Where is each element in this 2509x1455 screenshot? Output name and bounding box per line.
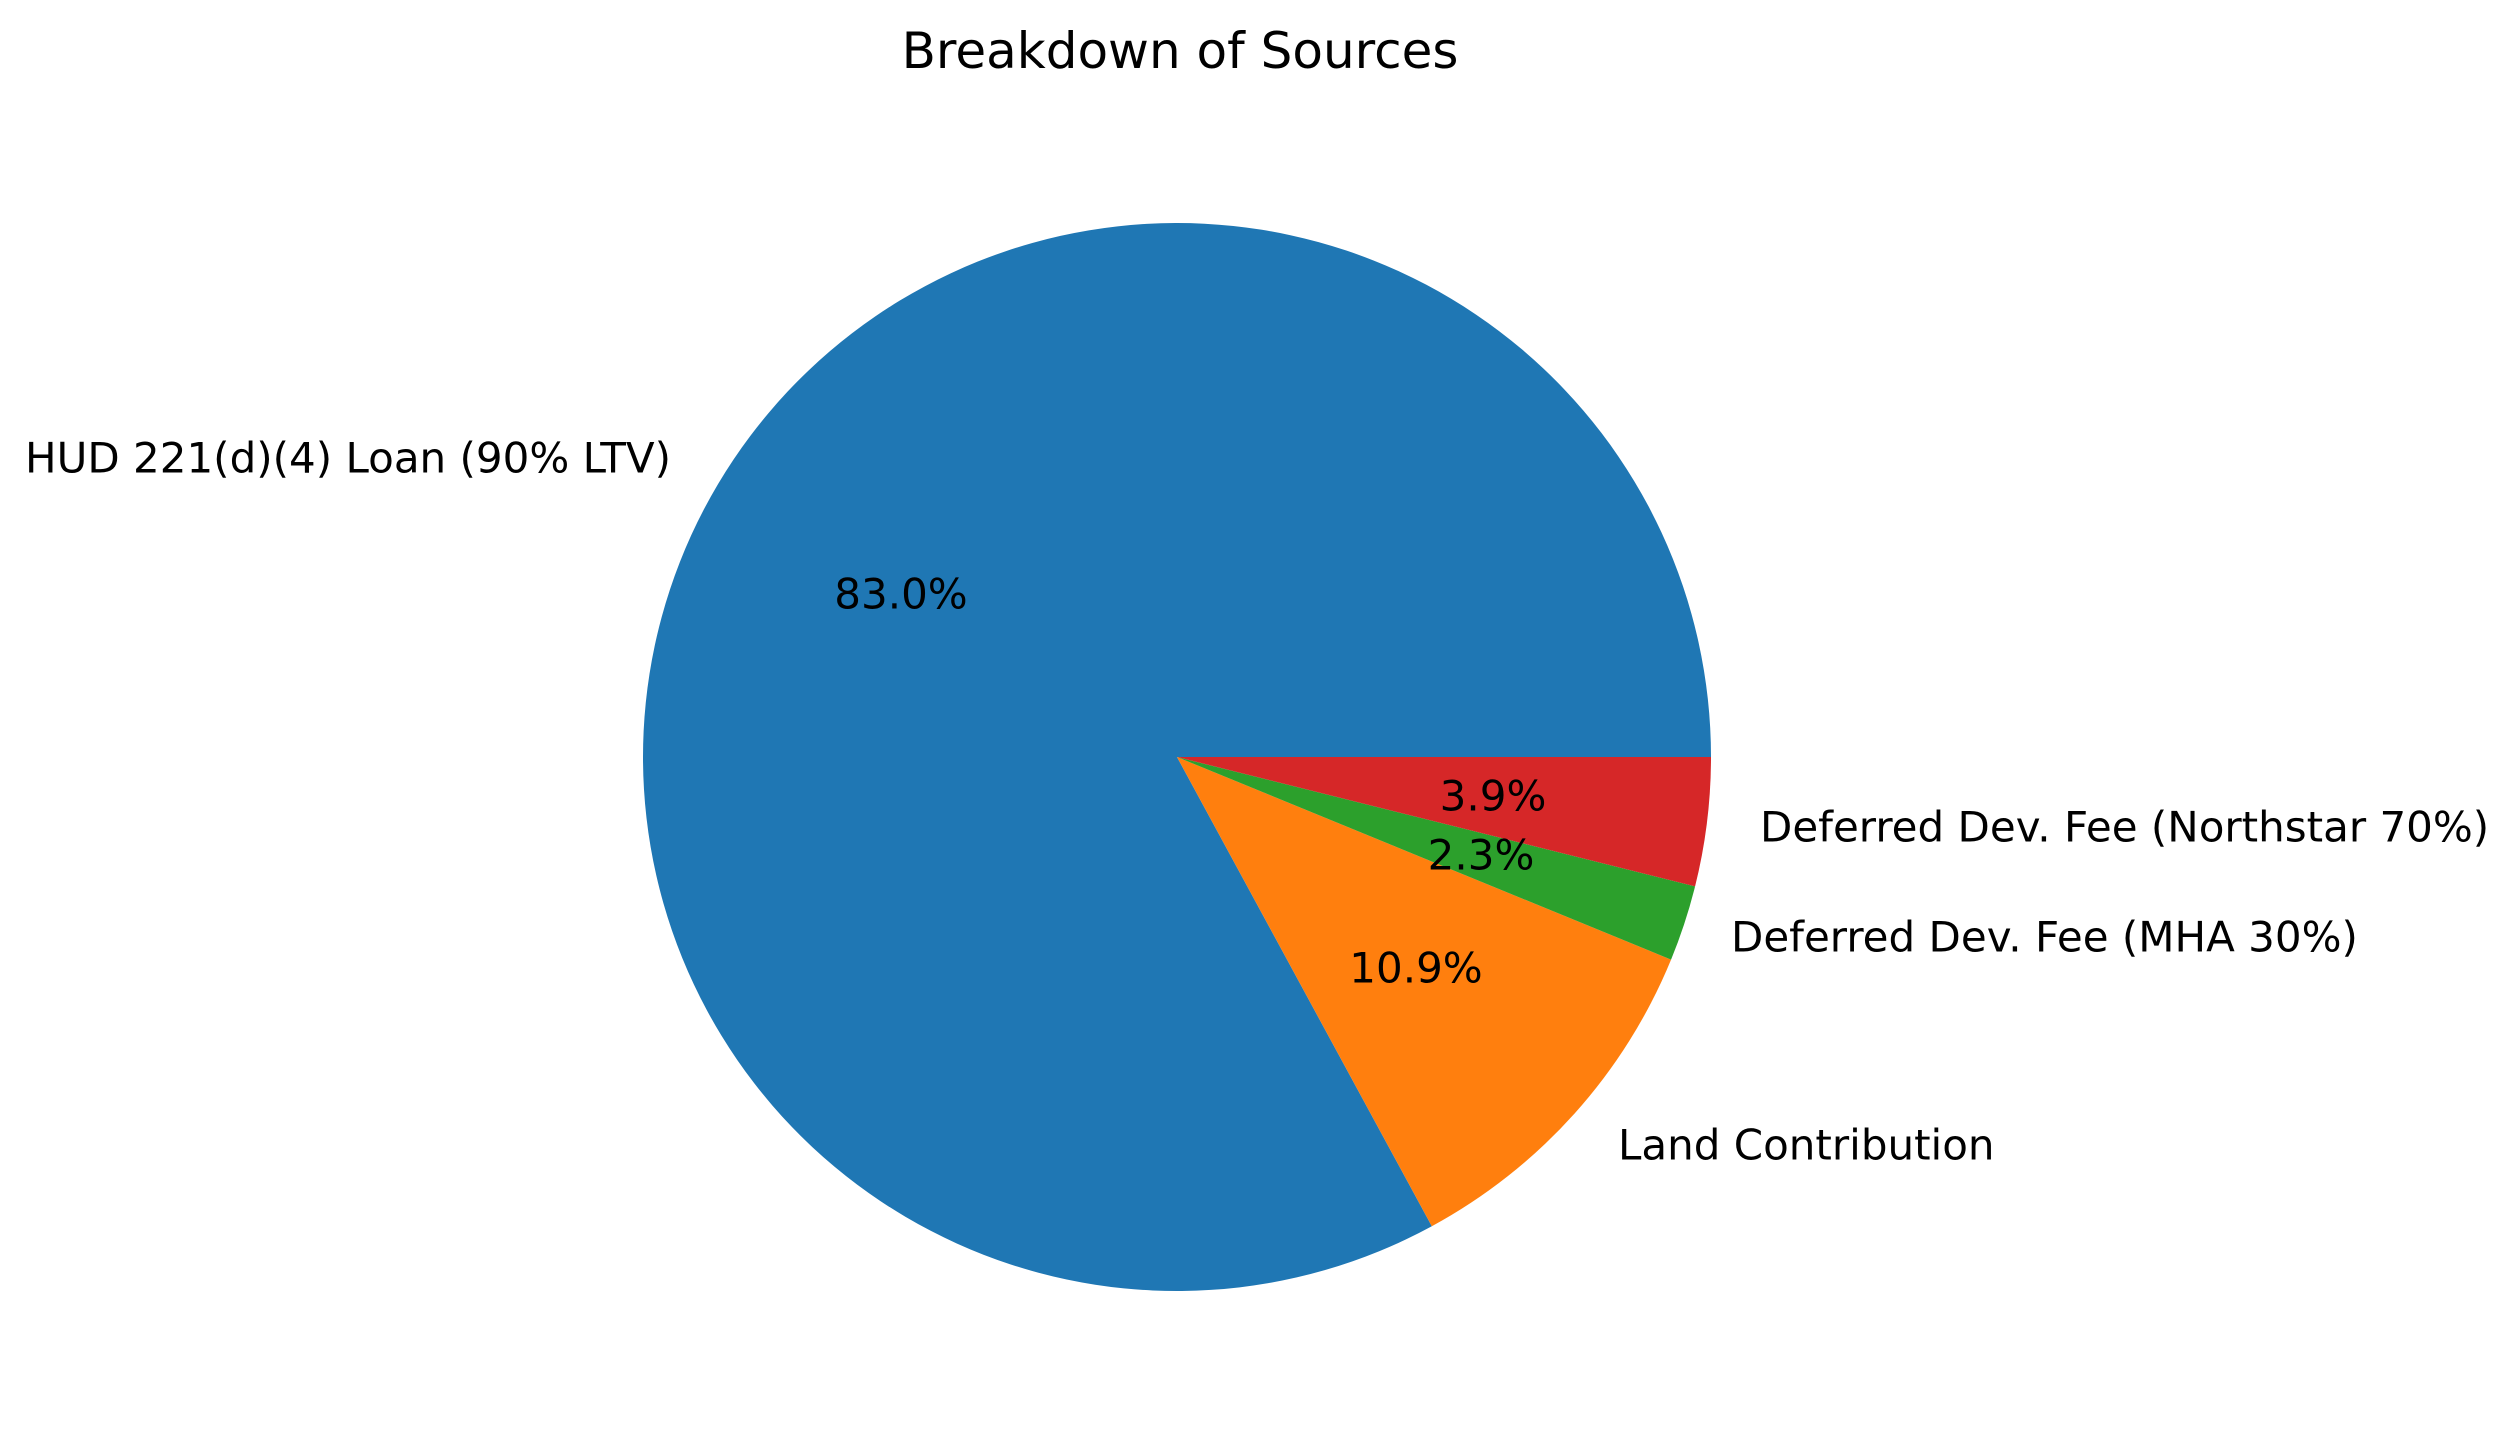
- slice-pct-deferred-fee-northstar: 3.9%: [1439, 771, 1547, 821]
- slice-label-deferred-fee-northstar: Deferred Dev. Fee (Northstar 70%): [1760, 802, 2490, 852]
- slice-pct-land-contribution: 10.9%: [1349, 943, 1483, 993]
- pie-slice-1: [1177, 757, 1672, 1227]
- pie-slice-3: [1177, 757, 1711, 887]
- slice-pct-hud-loan: 83.0%: [834, 569, 968, 619]
- pie-slice-0: [643, 223, 1712, 1292]
- chart-title: Breakdown of Sources: [901, 22, 1459, 80]
- pie-slice-2: [1177, 757, 1696, 960]
- slice-label-deferred-fee-mha: Deferred Dev. Fee (MHA 30%): [1731, 912, 2358, 962]
- slice-label-land-contribution: Land Contribution: [1618, 1120, 1995, 1170]
- slice-pct-deferred-fee-mha: 2.3%: [1427, 830, 1535, 880]
- slice-label-hud-loan: HUD 221(d)(4) Loan (90% LTV): [25, 433, 671, 483]
